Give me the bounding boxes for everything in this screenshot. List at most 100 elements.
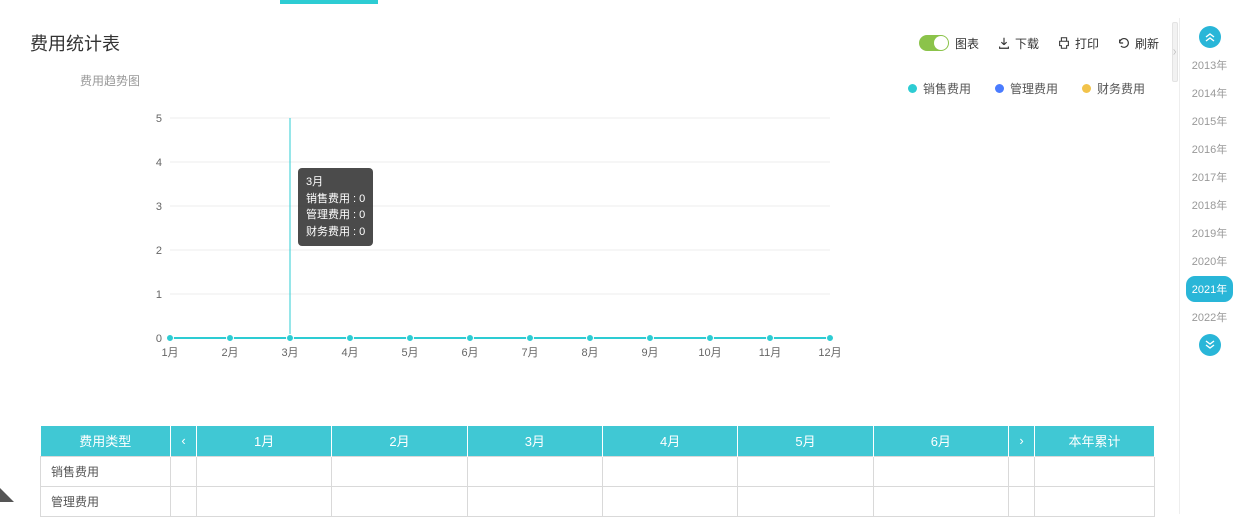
col-month: 5月 <box>738 426 873 456</box>
legend-label: 销售费用 <box>923 80 971 97</box>
cell <box>332 486 467 516</box>
svg-text:5: 5 <box>156 113 162 125</box>
cell <box>873 456 1008 486</box>
year-scroll-up[interactable] <box>1199 26 1221 48</box>
chart-card: 费用趋势图 销售费用管理费用财务费用 0123451月2月3月4月5月6月7月8… <box>40 68 1155 408</box>
double-chevron-up-icon <box>1204 31 1216 43</box>
cell-total <box>1035 456 1155 486</box>
chevron-right-icon <box>1173 47 1177 57</box>
year-list: 2013年2014年2015年2016年2017年2018年2019年2020年… <box>1186 52 1233 330</box>
toolbar: 图表 下载 打印 刷新 <box>919 35 1159 52</box>
collapse-handle[interactable] <box>1172 22 1178 82</box>
year-item[interactable]: 2016年 <box>1186 136 1233 162</box>
svg-text:10月: 10月 <box>698 347 721 359</box>
year-item[interactable]: 2018年 <box>1186 192 1233 218</box>
legend-item[interactable]: 财务费用 <box>1082 80 1145 97</box>
legend-item[interactable]: 销售费用 <box>908 80 971 97</box>
row-label: 管理费用 <box>41 486 171 516</box>
svg-text:4月: 4月 <box>341 347 358 359</box>
download-icon <box>997 36 1011 50</box>
print-icon <box>1057 36 1071 50</box>
col-rowheader: 费用类型 <box>41 426 171 456</box>
col-month: 1月 <box>197 426 332 456</box>
line-chart[interactable]: 0123451月2月3月4月5月6月7月8月9月10月11月12月 <box>140 108 840 368</box>
table-body: 销售费用管理费用 <box>41 456 1155 516</box>
year-item[interactable]: 2013年 <box>1186 52 1233 78</box>
svg-text:5月: 5月 <box>401 347 418 359</box>
chart-legend: 销售费用 管理费用 财务费用 <box>908 80 1145 97</box>
cell <box>332 456 467 486</box>
legend-dot <box>1082 84 1091 93</box>
svg-text:8月: 8月 <box>581 347 598 359</box>
col-total: 本年累计 <box>1035 426 1155 456</box>
print-button[interactable]: 打印 <box>1057 35 1099 52</box>
triangle-icon <box>0 488 14 502</box>
cell <box>602 486 737 516</box>
legend-label: 管理费用 <box>1010 80 1058 97</box>
legend-item[interactable]: 管理费用 <box>995 80 1058 97</box>
cell <box>467 456 602 486</box>
year-item[interactable]: 2020年 <box>1186 248 1233 274</box>
year-scroll-down[interactable] <box>1199 334 1221 356</box>
svg-text:3月: 3月 <box>281 347 298 359</box>
cell <box>197 486 332 516</box>
year-item[interactable]: 2014年 <box>1186 80 1233 106</box>
cell <box>738 456 873 486</box>
legend-dot <box>995 84 1004 93</box>
table-row: 销售费用 <box>41 456 1155 486</box>
table-header-row: 费用类型‹1月2月3月4月5月6月›本年累计 <box>41 426 1155 456</box>
corner-handle[interactable] <box>0 488 14 502</box>
double-chevron-down-icon <box>1204 339 1216 351</box>
chart-toggle[interactable]: 图表 <box>919 35 979 52</box>
legend-label: 财务费用 <box>1097 80 1145 97</box>
cell <box>467 486 602 516</box>
expense-table-wrap: 费用类型‹1月2月3月4月5月6月›本年累计 销售费用管理费用 <box>40 426 1155 517</box>
page-header: 费用统计表 图表 下载 打印 刷新 <box>0 18 1179 68</box>
active-tab-indicator <box>280 0 378 4</box>
cell <box>1009 456 1035 486</box>
year-item[interactable]: 2021年 <box>1186 276 1233 302</box>
svg-text:1: 1 <box>156 289 162 301</box>
svg-text:7月: 7月 <box>521 347 538 359</box>
col-month: 4月 <box>602 426 737 456</box>
col-month: 3月 <box>467 426 602 456</box>
year-sidebar: 2013年2014年2015年2016年2017年2018年2019年2020年… <box>1179 18 1239 514</box>
svg-text:3: 3 <box>156 201 162 213</box>
download-button[interactable]: 下载 <box>997 35 1039 52</box>
year-item[interactable]: 2019年 <box>1186 220 1233 246</box>
svg-text:6月: 6月 <box>461 347 478 359</box>
refresh-label: 刷新 <box>1135 35 1159 52</box>
cell <box>171 456 197 486</box>
col-month: 6月 <box>873 426 1008 456</box>
svg-text:12月: 12月 <box>818 347 840 359</box>
refresh-button[interactable]: 刷新 <box>1117 35 1159 52</box>
switch-track <box>919 35 949 51</box>
svg-text:2: 2 <box>156 245 162 257</box>
expense-table: 费用类型‹1月2月3月4月5月6月›本年累计 销售费用管理费用 <box>40 426 1155 517</box>
svg-text:9月: 9月 <box>641 347 658 359</box>
top-tab-strip <box>0 0 1239 18</box>
cell <box>738 486 873 516</box>
print-label: 打印 <box>1075 35 1099 52</box>
cell-total <box>1035 486 1155 516</box>
cell <box>1009 486 1035 516</box>
table-row: 管理费用 <box>41 486 1155 516</box>
year-item[interactable]: 2017年 <box>1186 164 1233 190</box>
year-item[interactable]: 2015年 <box>1186 108 1233 134</box>
chart-tooltip: 3月销售费用 : 0管理费用 : 0财务费用 : 0 <box>298 168 373 246</box>
svg-text:4: 4 <box>156 157 162 169</box>
table-prev[interactable]: ‹ <box>171 426 197 456</box>
svg-text:11月: 11月 <box>759 347 781 359</box>
table-next[interactable]: › <box>1009 426 1035 456</box>
page-title: 费用统计表 <box>30 30 919 56</box>
cell <box>873 486 1008 516</box>
refresh-icon <box>1117 36 1131 50</box>
svg-text:1月: 1月 <box>161 347 178 359</box>
chart-toggle-label: 图表 <box>955 35 979 52</box>
chart-subtitle: 费用趋势图 <box>80 72 140 89</box>
year-item[interactable]: 2022年 <box>1186 304 1233 330</box>
cell <box>197 456 332 486</box>
download-label: 下载 <box>1015 35 1039 52</box>
svg-text:2月: 2月 <box>221 347 238 359</box>
cell <box>602 456 737 486</box>
